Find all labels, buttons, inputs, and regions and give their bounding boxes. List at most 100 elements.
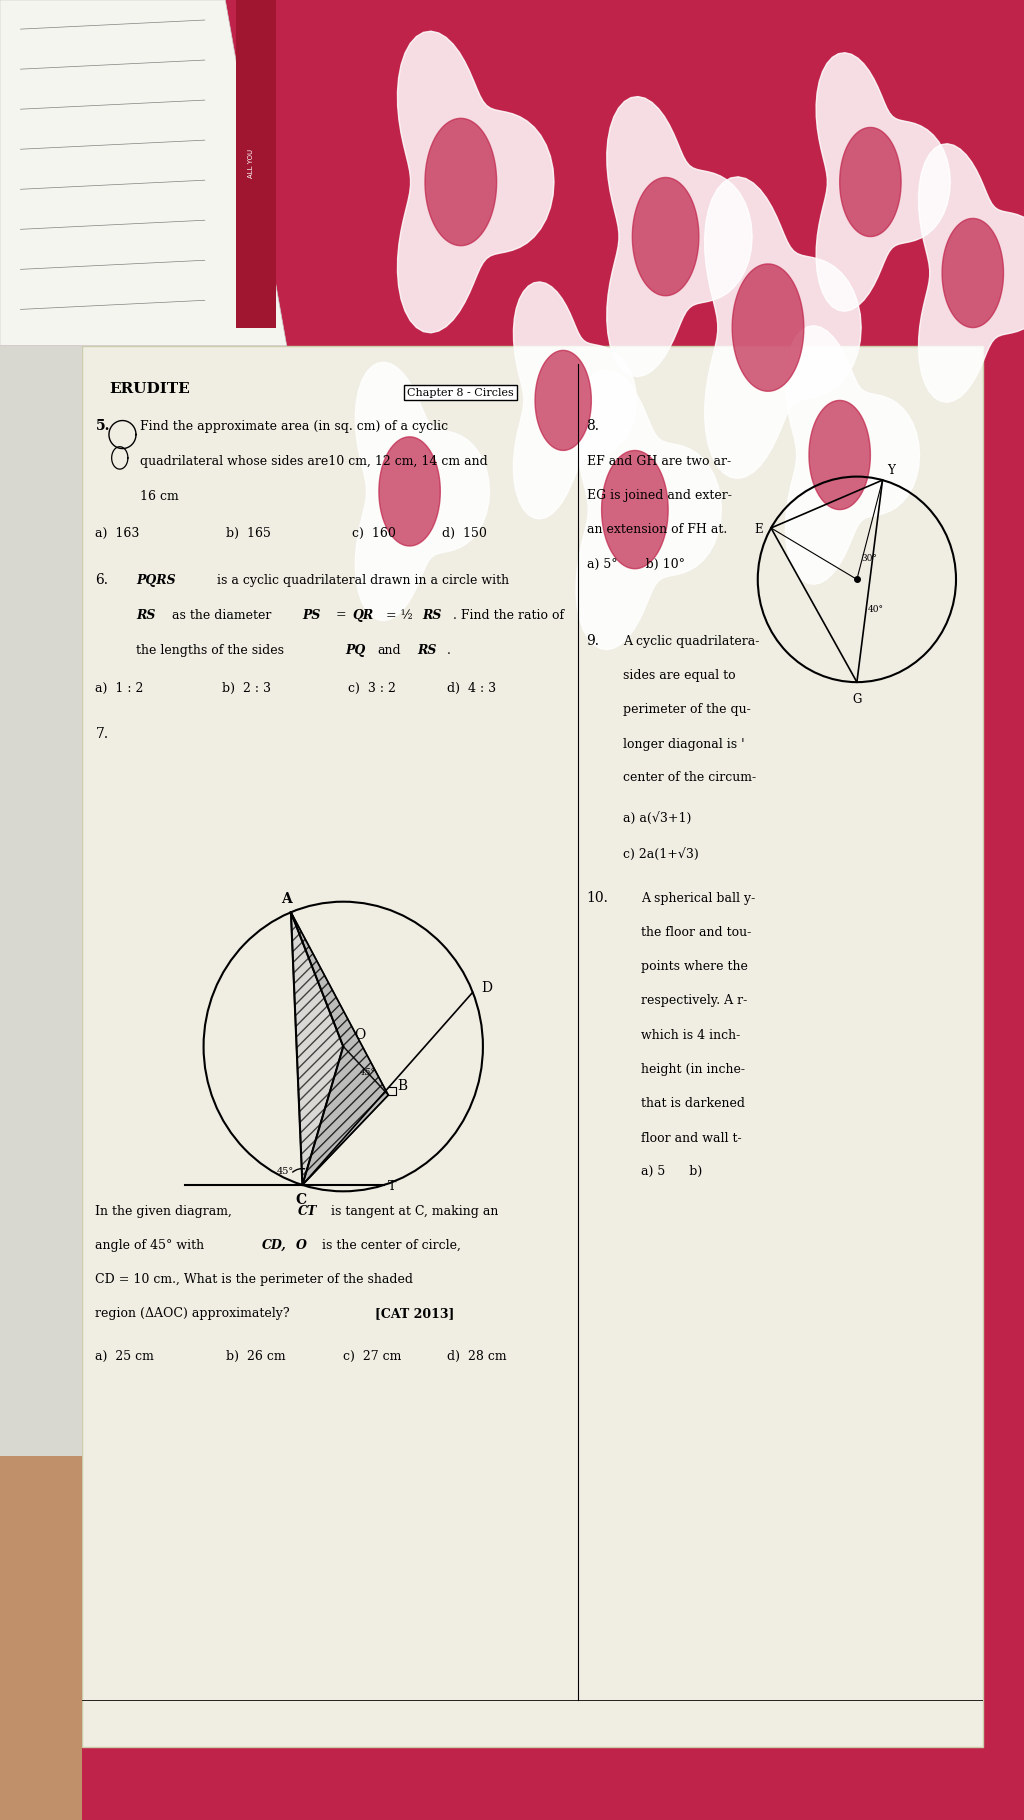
Polygon shape	[513, 282, 637, 519]
Text: b)  165: b) 165	[226, 528, 271, 541]
Text: as the diameter: as the diameter	[172, 608, 271, 622]
Polygon shape	[379, 437, 440, 546]
Polygon shape	[355, 362, 489, 621]
Text: A: A	[281, 892, 292, 906]
Text: sides are equal to: sides are equal to	[623, 670, 735, 682]
Text: C: C	[295, 1192, 306, 1207]
Text: ERUDITE: ERUDITE	[109, 382, 189, 395]
Text: respectively. A r-: respectively. A r-	[641, 994, 746, 1008]
Text: RS: RS	[423, 608, 442, 622]
Text: points where the: points where the	[641, 959, 748, 974]
Text: In the given diagram,: In the given diagram,	[95, 1205, 232, 1218]
Text: T: T	[388, 1179, 396, 1192]
Text: PQ: PQ	[345, 644, 366, 657]
Text: floor and wall t-: floor and wall t-	[641, 1132, 741, 1145]
Text: angle of 45° with: angle of 45° with	[95, 1239, 205, 1252]
Bar	[0, 1456, 82, 1820]
Text: PQRS: PQRS	[136, 573, 175, 588]
Text: A spherical ball y-: A spherical ball y-	[641, 892, 755, 905]
Text: CD,: CD,	[262, 1239, 287, 1252]
Text: Y: Y	[887, 464, 895, 477]
Text: the floor and tou-: the floor and tou-	[641, 926, 751, 939]
Text: center of the circum-: center of the circum-	[623, 772, 756, 784]
Text: b)  26 cm: b) 26 cm	[226, 1349, 286, 1363]
Text: QR: QR	[352, 608, 374, 622]
Text: which is 4 inch-: which is 4 inch-	[641, 1028, 740, 1043]
Text: 9.: 9.	[587, 633, 599, 648]
Polygon shape	[0, 0, 287, 346]
Text: is a cyclic quadrilateral drawn in a circle with: is a cyclic quadrilateral drawn in a cir…	[217, 573, 509, 588]
Text: Chapter 8 - Circles: Chapter 8 - Circles	[407, 388, 514, 397]
Polygon shape	[785, 326, 920, 584]
Text: c) 2a(1+√3): c) 2a(1+√3)	[623, 848, 698, 861]
Text: D: D	[481, 981, 493, 996]
Text: d)  28 cm: d) 28 cm	[446, 1349, 507, 1363]
Text: EF and GH are two ar-: EF and GH are two ar-	[587, 455, 731, 468]
Polygon shape	[732, 264, 804, 391]
Polygon shape	[816, 53, 950, 311]
Text: a)  25 cm: a) 25 cm	[95, 1349, 155, 1363]
Text: G: G	[852, 693, 862, 706]
Text: a) 5      b): a) 5 b)	[641, 1165, 701, 1178]
Text: c)  27 cm: c) 27 cm	[343, 1349, 401, 1363]
Polygon shape	[705, 177, 861, 479]
Text: EG is joined and exter-: EG is joined and exter-	[587, 490, 731, 502]
Polygon shape	[840, 127, 901, 237]
Text: a) a(√3+1): a) a(√3+1)	[623, 812, 691, 824]
Polygon shape	[291, 912, 343, 1185]
Polygon shape	[633, 178, 698, 295]
Text: 5.: 5.	[95, 419, 110, 433]
Text: 8.: 8.	[587, 419, 599, 433]
Text: d)  4 : 3: d) 4 : 3	[446, 681, 496, 695]
Text: 10.: 10.	[587, 890, 608, 905]
Text: an extension of FH at.: an extension of FH at.	[587, 522, 727, 535]
Text: . Find the ratio of: . Find the ratio of	[454, 608, 564, 622]
Polygon shape	[302, 1046, 388, 1185]
Text: 40°: 40°	[867, 604, 884, 613]
Polygon shape	[942, 218, 1004, 328]
Text: a)  163: a) 163	[95, 528, 140, 541]
Text: [CAT 2013]: [CAT 2013]	[375, 1307, 455, 1321]
Text: quadrilateral whose sides are10 cm, 12 cm, 14 cm and: quadrilateral whose sides are10 cm, 12 c…	[140, 455, 488, 468]
Text: CT: CT	[298, 1205, 317, 1218]
Text: O: O	[296, 1239, 307, 1252]
Text: that is darkened: that is darkened	[641, 1097, 744, 1110]
Text: ALL YOU: ALL YOU	[248, 149, 254, 178]
Polygon shape	[602, 451, 668, 568]
Text: 30°: 30°	[861, 553, 878, 562]
Text: d)  150: d) 150	[442, 528, 487, 541]
Text: the lengths of the sides: the lengths of the sides	[136, 644, 284, 657]
Text: b)  2 : 3: b) 2 : 3	[221, 681, 270, 695]
Bar	[0, 346, 82, 1474]
Text: perimeter of the qu-: perimeter of the qu-	[623, 703, 751, 715]
Text: B: B	[397, 1079, 408, 1094]
Text: 7.: 7.	[95, 728, 109, 741]
Text: height (in inche-: height (in inche-	[641, 1063, 744, 1076]
Text: and: and	[378, 644, 401, 657]
Text: .: .	[446, 644, 451, 657]
Text: c)  160: c) 160	[352, 528, 396, 541]
Text: region (ΔAOC) approximately?: region (ΔAOC) approximately?	[95, 1307, 290, 1321]
Polygon shape	[536, 351, 592, 450]
Text: 6.: 6.	[95, 573, 109, 588]
Text: 45°: 45°	[359, 1068, 376, 1076]
Text: 16 cm: 16 cm	[140, 490, 179, 502]
Text: = ½: = ½	[386, 608, 414, 622]
Text: O: O	[354, 1028, 366, 1043]
Text: =: =	[336, 608, 347, 622]
Text: E: E	[755, 522, 764, 535]
Text: A cyclic quadrilatera-: A cyclic quadrilatera-	[623, 635, 759, 648]
Bar	[236, 0, 276, 328]
Polygon shape	[607, 96, 752, 377]
Text: longer diagonal is ': longer diagonal is '	[623, 737, 744, 750]
Text: PS: PS	[303, 608, 322, 622]
Polygon shape	[425, 118, 497, 246]
Text: a)  1 : 2: a) 1 : 2	[95, 681, 143, 695]
Text: CD = 10 cm., What is the perimeter of the shaded: CD = 10 cm., What is the perimeter of th…	[95, 1272, 414, 1287]
Polygon shape	[577, 369, 721, 650]
Text: RS: RS	[417, 644, 436, 657]
Text: Find the approximate area (in sq. cm) of a cyclic: Find the approximate area (in sq. cm) of…	[140, 420, 449, 433]
Text: RS: RS	[136, 608, 156, 622]
Polygon shape	[291, 912, 388, 1096]
Text: a) 5°       b) 10°: a) 5° b) 10°	[587, 559, 685, 571]
